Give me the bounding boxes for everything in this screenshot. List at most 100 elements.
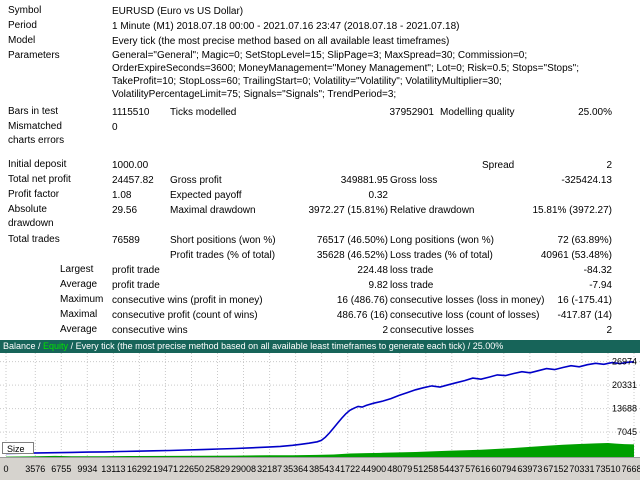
report-row-mismatch: Mismatched charts errors 0: [0, 120, 640, 150]
bars-value: 1115510: [112, 107, 150, 118]
avgcons-label: Average: [60, 324, 98, 335]
legend-balance-label: Balance: [3, 341, 36, 351]
x-axis-label: 70331: [569, 464, 595, 474]
x-axis-label: 22650: [178, 464, 204, 474]
ticks-value: 37952901: [389, 107, 435, 118]
reldd-label: Relative drawdown: [390, 205, 475, 216]
legend-description: Every tick (the most precise method base…: [75, 341, 466, 351]
x-axis-label: 19471: [152, 464, 178, 474]
x-axis-label: 0: [3, 464, 9, 474]
report-row-bars: Bars in test 1115510 Ticks modelled 3795…: [0, 105, 640, 120]
mismatch-value: 0: [112, 122, 118, 133]
netprofit-label: Total net profit: [8, 174, 71, 185]
svg-text:20331: 20331: [612, 380, 637, 390]
grossloss-value: -325424.13: [561, 175, 612, 186]
avglosses-label: consecutive losses: [390, 325, 474, 336]
payoff-value: 0.32: [368, 190, 388, 201]
report-row-period: Period 1 Minute (M1) 2018.07.18 00:00 - …: [0, 19, 640, 34]
x-axis: 0 3576 6755 9934 13113 16292 19471 22650 25829 29…: [0, 457, 640, 480]
spread-label: Spread: [482, 160, 515, 171]
reldd-value: 15.81% (3972.27): [532, 205, 612, 216]
short-value: 76517 (46.50%): [316, 235, 388, 246]
x-axis-label: 73510: [595, 464, 621, 474]
trades-value: 76589: [112, 235, 140, 246]
spread-value: 2: [606, 160, 612, 171]
report-row-netprofit: Total net profit 24457.82 Gross profit 3…: [0, 173, 640, 188]
report-row-symbol: Symbol EURUSD (Euro vs US Dollar): [0, 4, 640, 19]
model-value: Every tick (the most precise method base…: [112, 36, 450, 47]
svg-text:7045: 7045: [617, 427, 637, 437]
maxlosses-label: consecutive losses (loss in money): [390, 295, 545, 306]
symbol-label: Symbol: [8, 5, 42, 16]
short-label: Short positions (won %): [170, 235, 276, 246]
x-axis-label: 9934: [77, 464, 98, 474]
x-axis-label: 6755: [51, 464, 72, 474]
avgwins-value: 2: [382, 325, 388, 336]
quality-value: 25.00%: [578, 107, 612, 118]
x-axis-label: 3576: [25, 464, 46, 474]
report-row-deposit: Initial deposit 1000.00 Spread 2: [0, 158, 640, 173]
x-axis-label: 67152: [543, 464, 569, 474]
report-row-trades: Total trades 76589 Short positions (won …: [0, 233, 640, 248]
avg-profit-label: profit trade: [112, 280, 160, 291]
losstrades-label: Loss trades (% of total): [390, 250, 493, 261]
report-row-drawdown: Absolute drawdown 29.56 Maximal drawdown…: [0, 203, 640, 233]
maxprofit-value: 486.76 (16): [336, 310, 388, 321]
payoff-label: Expected payoff: [170, 190, 242, 201]
report-row-maximal: Maximal consecutive profit (count of win…: [0, 308, 640, 323]
largest-profit-label: profit trade: [112, 265, 160, 276]
x-axis-label: 35364: [283, 464, 309, 474]
x-axis-label: 57616: [465, 464, 491, 474]
maxloss-value: -417.87 (14): [557, 310, 612, 321]
maximal-label: Maximal: [60, 309, 98, 320]
size-pane-label: Size: [2, 442, 34, 454]
balance-chart-panel: Balance / Equity / Every tick (the most …: [0, 340, 640, 480]
avg-loss-value: -7.94: [589, 280, 612, 291]
deposit-label: Initial deposit: [8, 159, 67, 170]
x-axis-label: 54437: [439, 464, 465, 474]
ticks-label: Ticks modelled: [170, 107, 237, 118]
report-row-average: Average profit trade 9.82 loss trade -7.…: [0, 278, 640, 293]
avg-loss-label: loss trade: [390, 280, 434, 291]
x-axis-label: 32187: [257, 464, 283, 474]
period-label: Period: [8, 20, 37, 31]
x-axis-label: 16292: [126, 464, 152, 474]
x-axis-label: 76688: [621, 464, 640, 474]
x-axis-label: 51258: [413, 464, 439, 474]
trades-label: Total trades: [8, 234, 60, 245]
report-row-avg-consecutive: Average consecutive wins 2 consecutive l…: [0, 323, 640, 338]
report-row-parameters: Parameters General="General"; Magic=0; S…: [0, 49, 640, 101]
report-row-maximum: Maximum consecutive wins (profit in mone…: [0, 293, 640, 308]
chart-legend: Balance / Equity / Every tick (the most …: [0, 340, 640, 353]
parameters-label: Parameters: [8, 50, 60, 61]
absdd-label: Absolute drawdown: [8, 204, 54, 229]
report-row-profittrades: Profit trades (% of total) 35628 (46.52%…: [0, 248, 640, 263]
svg-text:26974: 26974: [612, 357, 637, 367]
netprofit-value: 24457.82: [112, 175, 154, 186]
maxprofit-label: consecutive profit (count of wins): [112, 310, 258, 321]
model-label: Model: [8, 35, 36, 46]
long-label: Long positions (won %): [390, 235, 494, 246]
x-axis-label: 44900: [361, 464, 387, 474]
pf-value: 1.08: [112, 190, 132, 201]
average-label: Average: [60, 279, 98, 290]
profittrades-label: Profit trades (% of total): [170, 250, 276, 261]
pf-label: Profit factor: [8, 189, 60, 200]
maxwins-value: 16 (486.76): [336, 295, 388, 306]
x-axis-label: 13113: [101, 464, 126, 474]
maximum-label: Maximum: [60, 294, 104, 305]
legend-separator: /: [465, 341, 473, 351]
grossloss-label: Gross loss: [390, 175, 438, 186]
grossprofit-value: 349881.95: [340, 175, 388, 186]
grossprofit-label: Gross profit: [170, 175, 222, 186]
report-row-largest: Largest profit trade 224.48 loss trade -…: [0, 263, 640, 278]
maxloss-label: consecutive loss (count of losses): [390, 310, 540, 321]
avg-profit-value: 9.82: [368, 280, 388, 291]
largest-profit-value: 224.48: [357, 265, 388, 276]
report-row-model: Model Every tick (the most precise metho…: [0, 34, 640, 49]
legend-separator: /: [35, 341, 44, 351]
largest-label: Largest: [60, 264, 94, 275]
strategy-tester-report: Symbol EURUSD (Euro vs US Dollar) Period…: [0, 4, 640, 338]
balance-equity-graph: 26974 20331 13688 7045: [0, 353, 640, 457]
x-axis-label: 48079: [387, 464, 413, 474]
